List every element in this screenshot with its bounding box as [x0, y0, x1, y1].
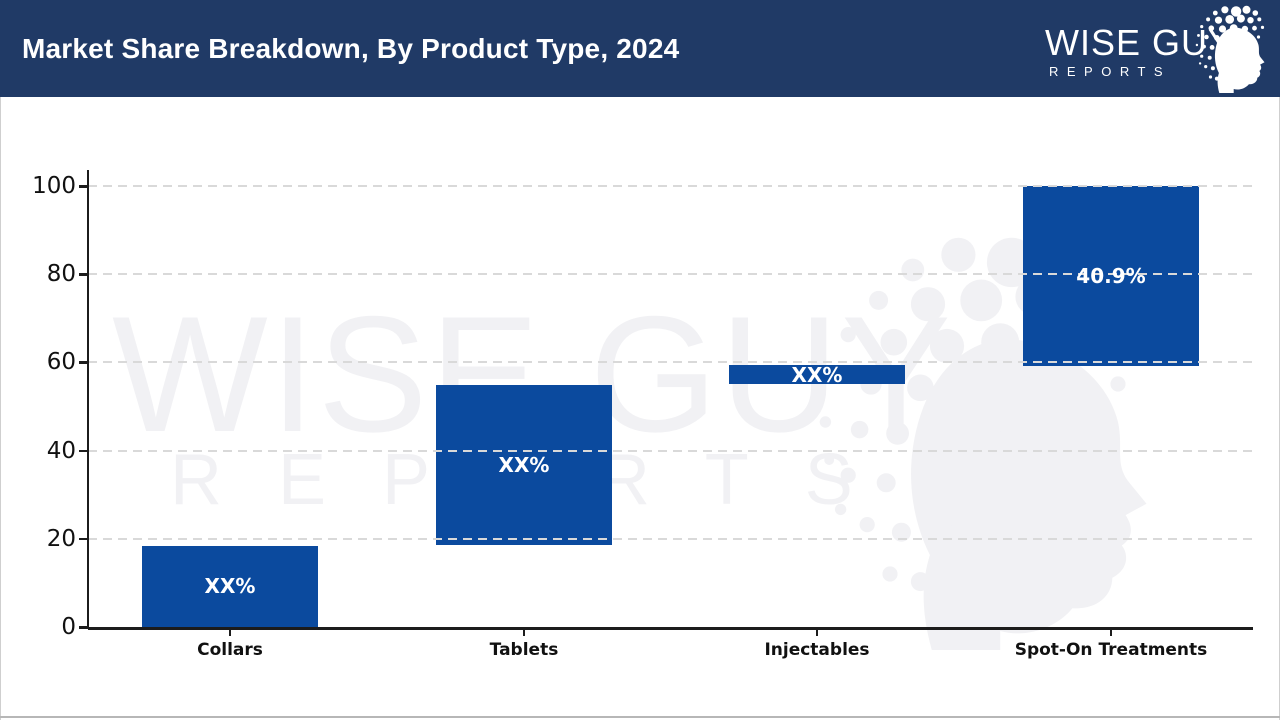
- bar-injectables: [729, 364, 905, 385]
- gridline-20: [88, 537, 1253, 540]
- bar-spot-on-treatments: [1023, 186, 1199, 367]
- bar-value-label-collars: XX%: [204, 574, 256, 599]
- x-category-label-injectables: Injectables: [764, 640, 870, 660]
- y-tick-label: 80: [46, 261, 76, 288]
- y-axis-spine: [87, 170, 89, 629]
- x-category-label-spot-on-treatments: Spot-On Treatments: [1014, 640, 1208, 660]
- x-tick-mark: [815, 629, 819, 636]
- page-title: Market Share Breakdown, By Product Type,…: [22, 33, 680, 64]
- bar-value-label-injectables: XX%: [791, 362, 843, 387]
- y-tick-label: 20: [46, 525, 76, 552]
- gridline-80: [88, 273, 1253, 276]
- bar-collars: [142, 545, 318, 627]
- y-tick-label: 60: [46, 349, 76, 376]
- frame-edge-bottom: [0, 716, 1280, 718]
- x-category-label-tablets: Tablets: [489, 640, 559, 660]
- gridline-40: [88, 449, 1253, 452]
- bar-tablets: [436, 384, 612, 545]
- x-tick-mark: [1109, 629, 1113, 636]
- y-tick-mark: [79, 273, 88, 276]
- y-tick-mark: [79, 185, 88, 188]
- bar-value-label-spot-on-treatments: 40.9%: [1076, 264, 1146, 289]
- y-tick-label: 40: [46, 437, 76, 464]
- x-tick-mark: [228, 629, 232, 636]
- y-tick-label: 100: [32, 173, 76, 199]
- x-category-label-collars: Collars: [197, 640, 263, 660]
- x-tick-mark: [522, 629, 526, 636]
- y-tick-label: 0: [61, 614, 76, 640]
- gridline-60: [88, 361, 1253, 364]
- frame-edge-left: [0, 97, 1, 720]
- y-tick-mark: [79, 537, 88, 541]
- y-tick-mark: [79, 626, 88, 629]
- bar-value-label-tablets: XX%: [498, 452, 550, 477]
- brand-subtitle: REPORTS: [1049, 64, 1172, 79]
- y-tick-mark: [79, 449, 88, 453]
- header-bar: Market Share Breakdown, By Product Type,…: [0, 0, 1280, 97]
- x-axis-spine: [88, 627, 1253, 630]
- y-tick-mark: [79, 361, 88, 364]
- gridline-100: [88, 185, 1253, 187]
